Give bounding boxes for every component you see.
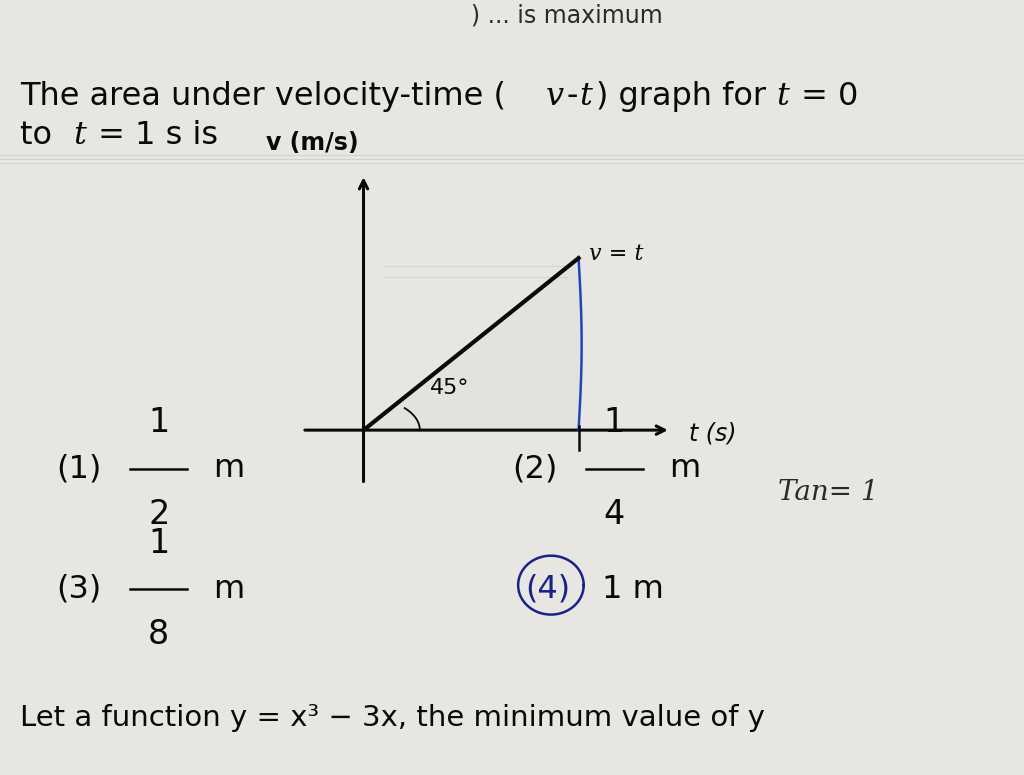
Text: (4): (4) [525, 574, 570, 604]
Text: ) ... is maximum: ) ... is maximum [471, 4, 663, 28]
Text: The area under velocity-time (: The area under velocity-time ( [20, 81, 507, 112]
Text: to: to [20, 120, 62, 151]
Text: = 0: = 0 [791, 81, 858, 112]
Text: 4: 4 [604, 498, 625, 532]
Text: m: m [213, 574, 245, 604]
Text: 1: 1 [148, 406, 169, 439]
Text: 2: 2 [148, 498, 169, 532]
Text: t (s): t (s) [689, 422, 736, 446]
Text: 8: 8 [148, 618, 169, 652]
Text: t: t [776, 81, 790, 112]
Text: v (m/s): v (m/s) [266, 131, 358, 155]
Text: t: t [74, 120, 87, 151]
Text: 45°: 45° [430, 377, 470, 398]
Text: t: t [580, 81, 593, 112]
Text: v = t: v = t [589, 243, 643, 265]
Text: 1: 1 [148, 526, 169, 560]
Text: (3): (3) [56, 574, 101, 604]
Text: = 1 s is: = 1 s is [88, 120, 218, 151]
Text: 1 m: 1 m [602, 574, 664, 604]
Text: m: m [669, 453, 700, 484]
Text: Let a function y = x³ − 3x, the minimum value of y: Let a function y = x³ − 3x, the minimum … [20, 704, 766, 732]
Text: -: - [566, 81, 578, 112]
Text: Tan= 1: Tan= 1 [778, 479, 879, 505]
Polygon shape [364, 258, 579, 430]
Text: (1): (1) [56, 453, 101, 484]
Text: v: v [546, 81, 564, 112]
Text: (2): (2) [512, 453, 557, 484]
Text: m: m [213, 453, 245, 484]
Text: ) graph for: ) graph for [596, 81, 776, 112]
Text: 1: 1 [604, 406, 625, 439]
